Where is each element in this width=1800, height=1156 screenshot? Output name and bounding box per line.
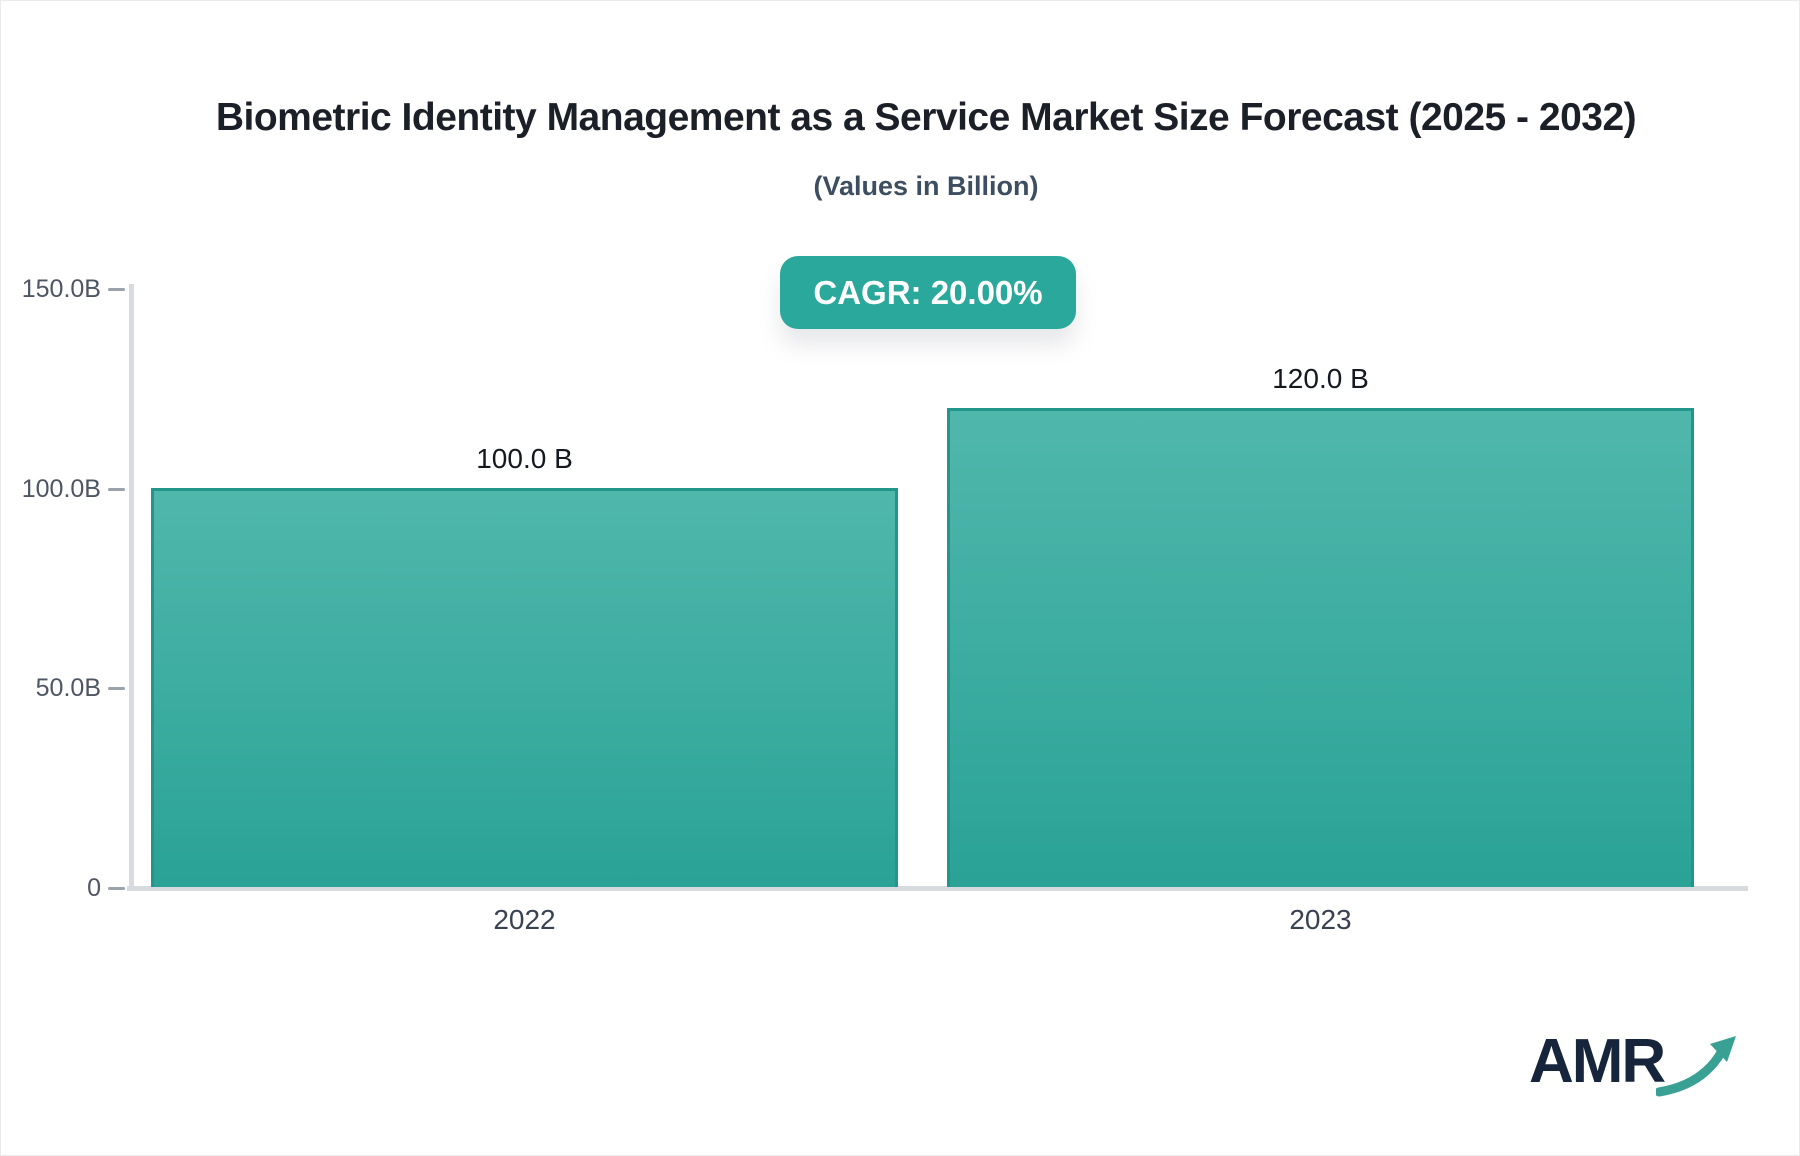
- x-category-label: 2022: [493, 904, 556, 935]
- chart-title: Biometric Identity Management as a Servi…: [215, 96, 1637, 139]
- y-tick-mark: [108, 687, 125, 691]
- cagr-badge: CAGR: 20.00%: [780, 256, 1076, 329]
- x-axis-line: [127, 886, 1748, 891]
- chart-subtitle: (Values in Billion): [813, 171, 1039, 201]
- bar-value-label: 100.0 B: [476, 442, 573, 474]
- y-axis-line: [129, 284, 134, 891]
- amr-logo: AMR: [1529, 1027, 1737, 1099]
- y-tick-label: 150.0B: [21, 275, 101, 303]
- bar-2022[interactable]: [151, 487, 898, 887]
- x-category-label: 2023: [1289, 904, 1352, 935]
- trend-up-arrow-icon: [1656, 1036, 1737, 1097]
- bar-value-label: 120.0 B: [1272, 362, 1369, 394]
- y-tick-label: 50.0B: [35, 674, 101, 703]
- y-tick-mark: [108, 288, 125, 291]
- y-tick-label: 0: [87, 874, 101, 902]
- y-tick-mark: [108, 487, 125, 491]
- amr-logo-text: AMR: [1529, 1027, 1666, 1096]
- bar-2023[interactable]: [947, 407, 1694, 887]
- y-tick-label: 100.0B: [21, 474, 101, 503]
- y-tick-mark: [108, 887, 125, 890]
